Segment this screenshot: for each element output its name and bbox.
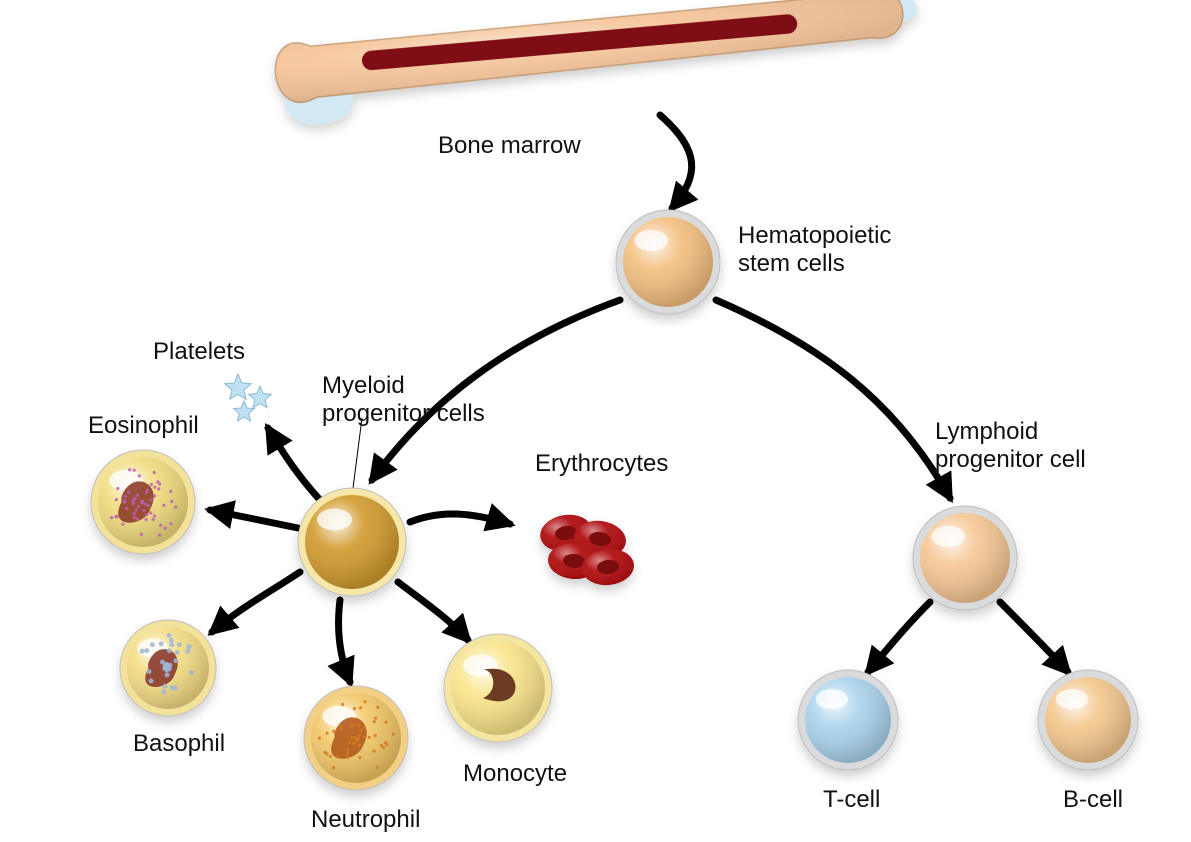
erythrocytes-icon [537,511,635,588]
lymphoid-progenitor-label: Lymphoid progenitor cell [935,418,1086,473]
bone-marrow-label: Bone marrow [438,132,581,160]
arrow-bone-hsc [660,115,692,208]
arrow-myeloid-eosinophil [210,510,298,528]
t-cell-icon [798,670,898,770]
myeloid-pointer [352,418,362,496]
arrow-myeloid-basophil [212,572,300,632]
lymphoid-progenitor-icon [913,506,1017,610]
eosinophil-label: Eosinophil [88,412,199,440]
arrow-hsc-lymphoid [716,300,950,498]
arrow-lymphoid-bcell [1000,602,1068,672]
arrow-lymphoid-tcell [868,602,930,672]
hematopoietic-stem-cell-label: Hematopoietic stem cells [738,222,891,277]
myeloid-progenitor-icon [298,488,406,596]
t-cell-label: T-cell [823,786,880,814]
b-cell-label: B-cell [1063,786,1123,814]
myeloid-progenitor-label: Myeloid progenitor cells [322,372,485,427]
neutrophil-icon [304,686,408,790]
bone-marrow-icon [271,0,923,128]
b-cell-icon [1038,670,1138,770]
eosinophil-icon [91,450,195,554]
platelets-label: Platelets [153,338,245,366]
hematopoietic-stem-cell-icon [616,210,720,314]
arrow-myeloid-platelets [268,428,320,500]
hematopoiesis-diagram: Hematopoietic stem cells Myeloid progenit… [0,0,1191,842]
basophil-label: Basophil [133,730,225,758]
erythrocytes-label: Erythrocytes [535,450,668,478]
neutrophil-label: Neutrophil [311,806,420,834]
arrow-myeloid-erythro [410,514,510,524]
basophil-icon [120,620,216,716]
monocyte-icon [444,634,552,742]
arrow-myeloid-monocyte [398,582,468,640]
platelets-icon [225,374,272,421]
monocyte-label: Monocyte [463,760,567,788]
arrow-myeloid-neutrophil [338,600,350,682]
